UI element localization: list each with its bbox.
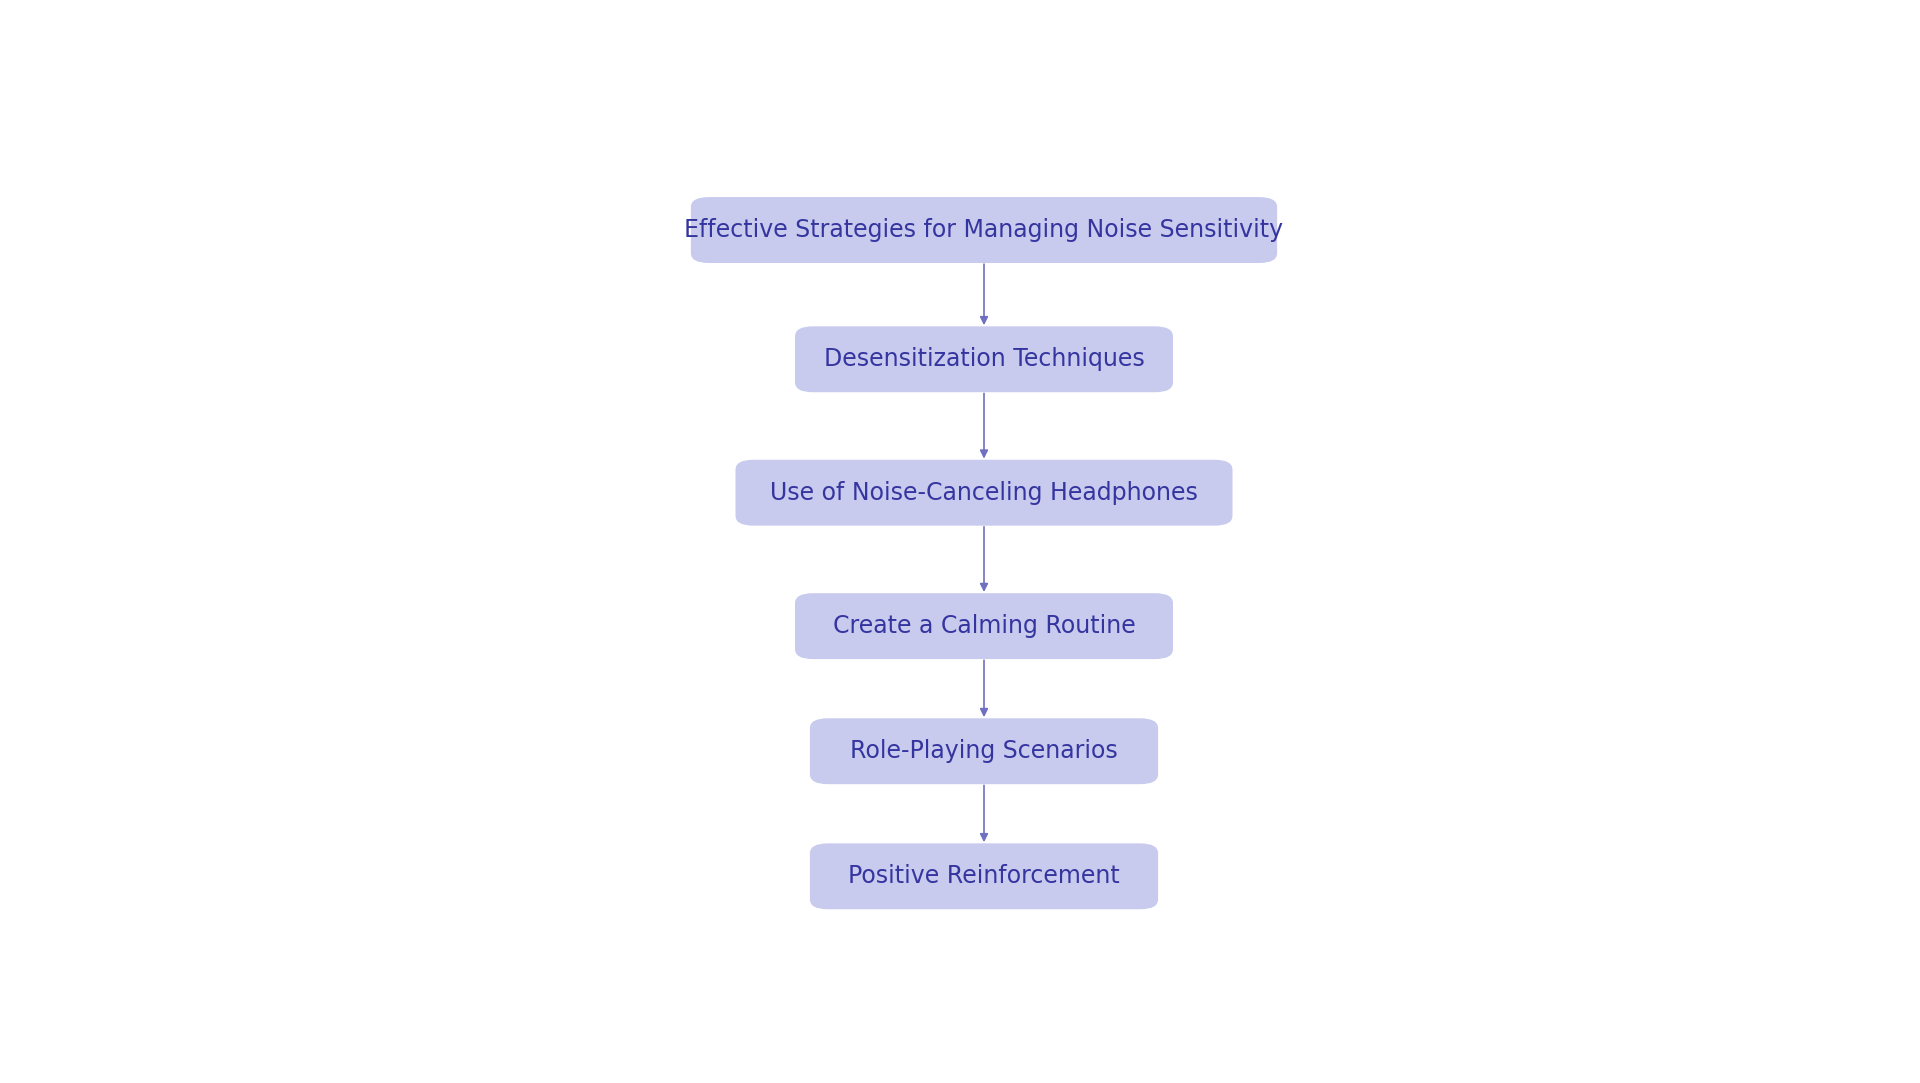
FancyBboxPatch shape [810, 844, 1158, 910]
FancyBboxPatch shape [691, 197, 1277, 263]
Text: Use of Noise-Canceling Headphones: Use of Noise-Canceling Headphones [770, 481, 1198, 505]
FancyBboxPatch shape [795, 593, 1173, 660]
Text: Positive Reinforcement: Positive Reinforcement [849, 864, 1119, 888]
Text: Create a Calming Routine: Create a Calming Routine [833, 614, 1135, 638]
Text: Effective Strategies for Managing Noise Sensitivity: Effective Strategies for Managing Noise … [684, 218, 1284, 242]
Text: Role-Playing Scenarios: Role-Playing Scenarios [851, 740, 1117, 764]
Text: Desensitization Techniques: Desensitization Techniques [824, 348, 1144, 371]
FancyBboxPatch shape [810, 718, 1158, 784]
FancyBboxPatch shape [795, 326, 1173, 392]
FancyBboxPatch shape [735, 460, 1233, 525]
